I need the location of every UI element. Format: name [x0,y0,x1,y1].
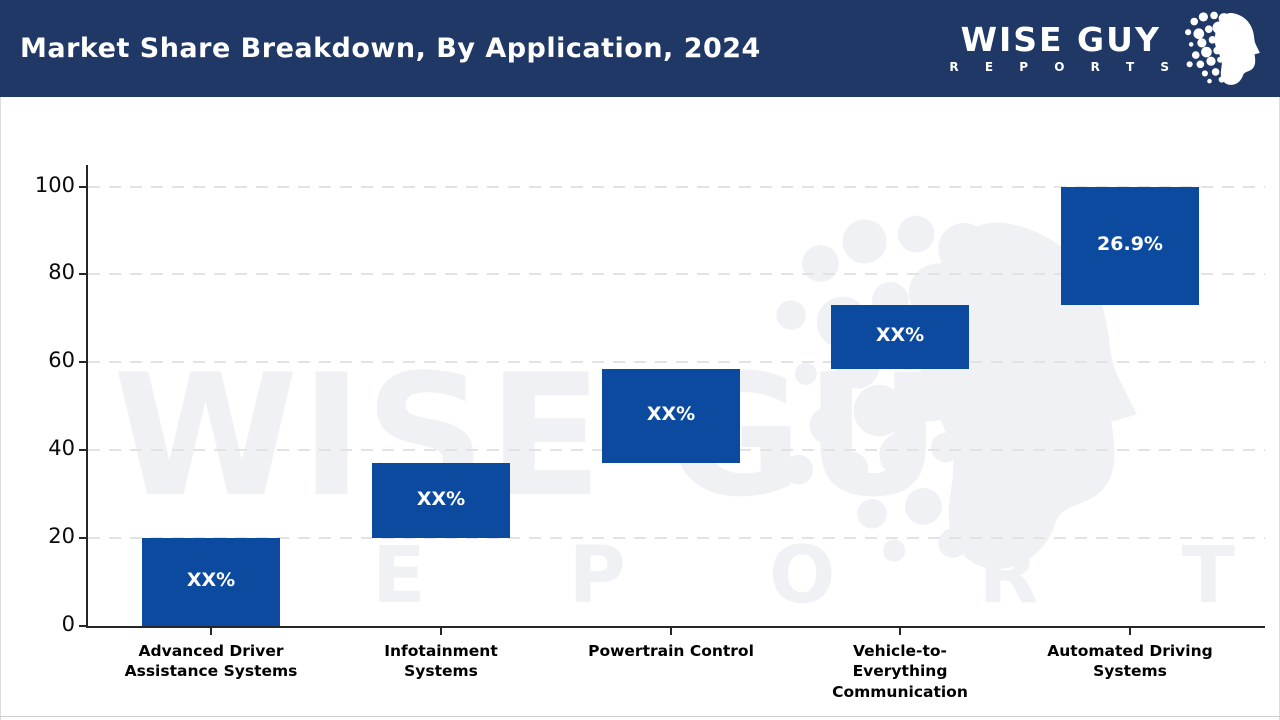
y-tick-label-40: 40 [48,436,75,461]
y-tick-label-100: 100 [34,172,75,197]
waterfall-bar-0 [142,538,280,626]
y-tickmark-0 [79,625,88,627]
y-tickmark-80 [79,273,88,276]
x-tickmark-0 [210,628,212,635]
x-category-label-2: Powertrain Control [555,641,787,661]
x-category-line: Communication [832,682,968,701]
logo-text: WISE GUY R E P O R T S [941,23,1180,74]
x-category-label-3: Vehicle-to- Everything Communication [784,641,1016,702]
x-category-label-1: Infotainment Systems [325,641,557,682]
logo-subtitle: R E P O R T S [949,60,1180,74]
y-tick-label-20: 20 [48,524,75,549]
waterfall-bar-3 [831,304,969,370]
x-category-line: Advanced Driver [138,642,284,660]
x-category-line: Infotainment [384,642,498,660]
wiseguy-logo: WISE GUY R E P O R T S [941,9,1266,89]
waterfall-bar-2 [602,369,740,464]
bar-value-label-4: 26.9% [1097,232,1163,255]
watermark-subtitle: R E P O R T S [169,531,1280,621]
y-tickmark-100 [79,185,88,188]
y-axis-line [86,165,88,628]
x-category-label-4: Automated Driving Systems [1014,641,1246,682]
gridline-80 [88,273,1265,276]
bar-value-label-0: XX% [186,569,236,592]
bar-value-label-3: XX% [875,324,925,347]
x-tickmark-4 [1129,628,1131,635]
y-tickmark-60 [79,361,88,364]
x-tickmark-2 [670,628,672,635]
gridline-60 [88,361,1265,364]
y-tick-label-60: 60 [48,348,75,373]
y-tickmark-40 [79,449,88,452]
x-category-line: Powertrain Control [588,642,754,660]
y-tick-label-0: 0 [61,612,75,636]
gridline-20 [88,537,1265,540]
y-tickmark-20 [79,537,88,540]
card-bottom-border [0,716,1280,717]
waterfall-bar-4 [1061,186,1199,305]
logo-wordmark: WISE GUY [960,20,1161,59]
x-category-line: Systems [404,662,478,681]
x-category-line: Automated Driving [1047,642,1213,660]
header: Market Share Breakdown, By Application, … [0,0,1280,97]
page-title: Market Share Breakdown, By Application, … [20,33,761,64]
bar-value-label-1: XX% [416,487,466,510]
x-category-line: Everything [852,662,948,681]
x-category-line: Vehicle-to- [853,642,947,660]
x-tickmark-1 [440,628,442,635]
x-category-label-0: Advanced Driver Assistance Systems [95,641,327,682]
gridline-100 [88,185,1265,188]
x-category-line: Assistance Systems [124,662,298,681]
x-category-line: Systems [1093,662,1167,681]
x-axis-line [86,626,1265,628]
waterfall-bar-1 [372,463,510,539]
x-tickmark-3 [899,628,901,635]
y-tick-label-80: 80 [48,260,75,285]
bar-value-label-2: XX% [646,403,696,426]
